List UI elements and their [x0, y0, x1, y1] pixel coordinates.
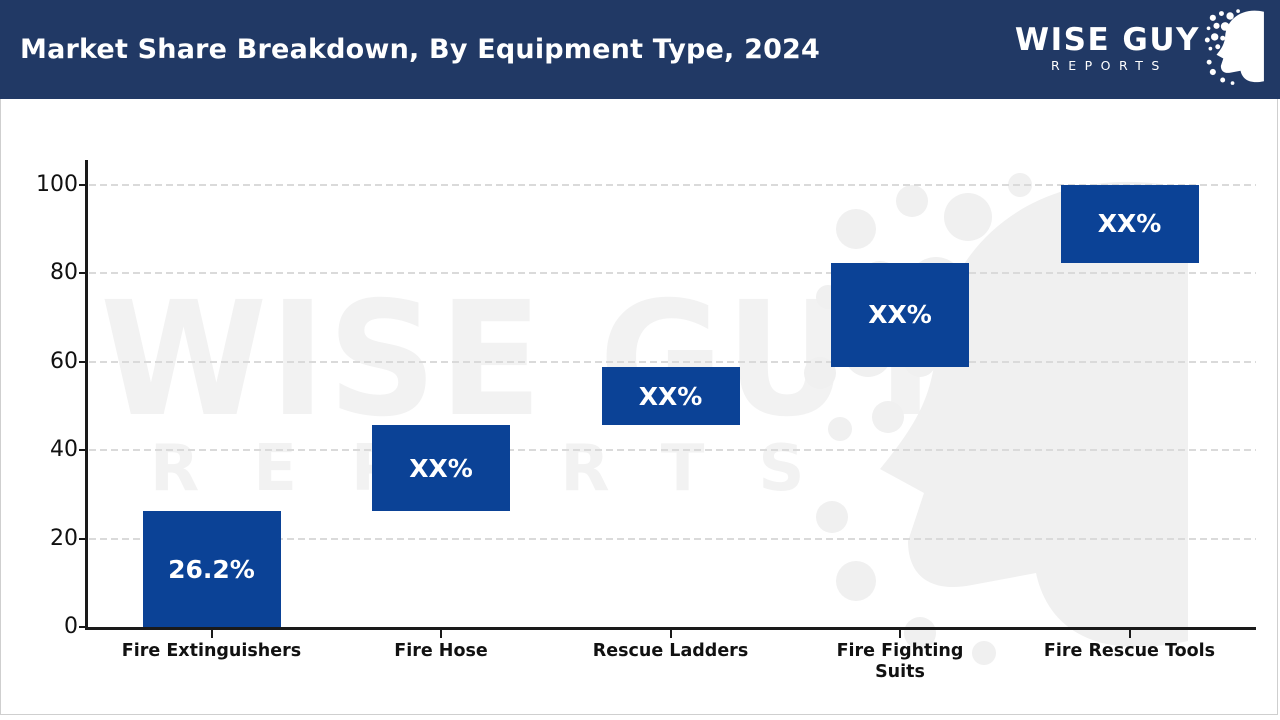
x-axis-label: Fire Rescue Tools [1043, 641, 1216, 661]
y-tick-mark [79, 184, 86, 186]
x-axis-label: Fire Hose [394, 641, 488, 661]
x-tick-mark [1128, 630, 1131, 638]
y-tick-label: 0 [64, 614, 78, 639]
x-axis-label: Fire Extinguishers [121, 641, 302, 661]
y-tick-mark [79, 626, 86, 628]
y-tick-label: 100 [36, 172, 78, 197]
logo-line2: REPORTS [1051, 58, 1168, 73]
y-tick-label: 60 [50, 348, 78, 374]
x-tick-mark [210, 630, 213, 638]
x-tick-mark [440, 630, 442, 638]
y-tick-label: 20 [50, 525, 78, 551]
x-tick-mark [669, 630, 672, 638]
bar-5: XX% [1060, 185, 1199, 263]
bar-value-label: XX% [1097, 209, 1162, 239]
wiseguy-logo: WISE GUY REPORTS [1015, 8, 1266, 88]
logo-line1: WISE GUY [1014, 22, 1200, 58]
bar-4: XX% [831, 262, 969, 368]
y-tick-mark [79, 272, 86, 275]
gridline-20 [89, 537, 1256, 540]
logo-wordmark: WISE GUY REPORTS [1015, 23, 1200, 73]
bar-2: XX% [372, 425, 510, 512]
gridline-80 [89, 272, 1256, 275]
bar-value-label: XX% [638, 381, 703, 411]
bar-value-label: 26.2% [168, 554, 255, 584]
gridline-60 [89, 360, 1256, 363]
bar-1: 26.2% [142, 511, 281, 627]
x-axis-label: Rescue Ladders [592, 641, 749, 661]
y-tick-mark [79, 360, 86, 363]
bar-3: XX% [601, 367, 740, 425]
x-axis-label: Fire Fighting Suits [836, 641, 964, 682]
y-tick-label: 40 [50, 437, 78, 463]
y-tick-mark [79, 537, 86, 540]
y-tick-mark [79, 449, 86, 452]
bar-value-label: XX% [868, 300, 932, 330]
header-bar: Market Share Breakdown, By Equipment Typ… [0, 0, 1280, 99]
gridline-40 [89, 449, 1256, 452]
bar-value-label: XX% [409, 453, 473, 483]
y-axis-line [85, 160, 88, 629]
y-tick-label: 80 [50, 260, 78, 286]
gridline-100 [89, 184, 1256, 186]
chart-title: Market Share Breakdown, By Equipment Typ… [20, 34, 821, 65]
x-axis-line [85, 627, 1256, 630]
x-tick-mark [899, 630, 901, 638]
